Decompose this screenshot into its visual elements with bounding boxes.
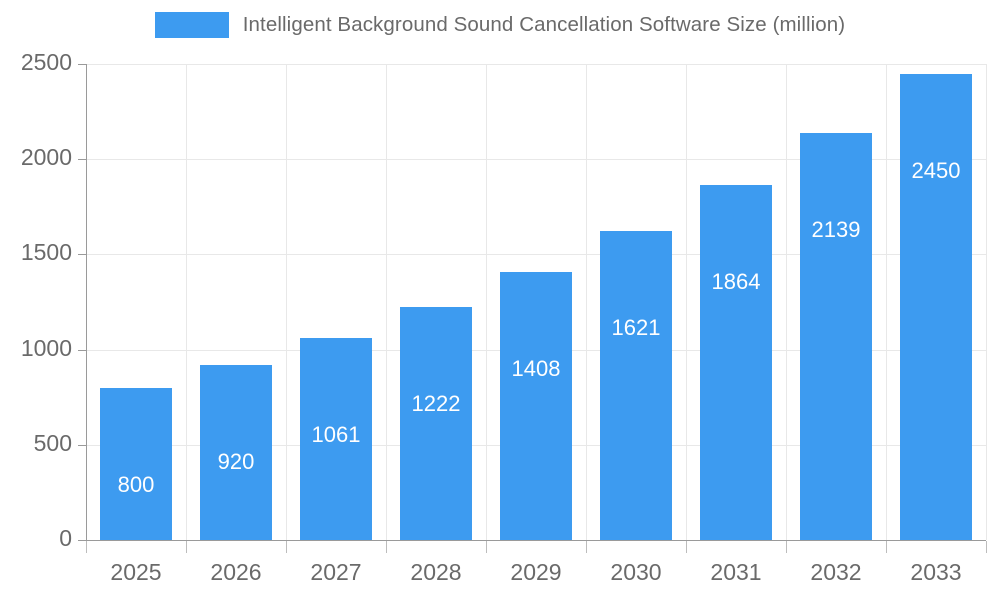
x-axis-tick-label: 2029	[510, 559, 562, 585]
bar-slot: 2450	[886, 64, 986, 540]
bar-value-label: 2139	[811, 216, 861, 242]
gridline-horizontal	[86, 159, 986, 161]
bar-value-label: 800	[117, 471, 155, 497]
bar-slot: 2139	[786, 64, 886, 540]
bar-slot: 1864	[686, 64, 786, 540]
y-axis-tick-mark	[78, 254, 86, 256]
bar[interactable]: 1864	[700, 185, 772, 540]
gridline-vertical	[686, 64, 687, 540]
bar[interactable]: 2450	[900, 73, 972, 540]
x-axis-tick-label: 2025	[110, 559, 162, 585]
chart-legend: Intelligent Background Sound Cancellatio…	[0, 12, 1000, 38]
x-axis-tick-mark	[786, 541, 787, 553]
y-axis-tick-mark	[78, 64, 86, 65]
y-axis-tick-label: 1500	[20, 239, 72, 266]
bar[interactable]: 1222	[400, 307, 472, 540]
x-axis-tick-mark	[986, 541, 987, 553]
bar-slot: 1061	[286, 64, 386, 540]
x-axis-tick-mark	[886, 541, 887, 553]
x-axis-tick-label: 2032	[810, 559, 862, 585]
x-axis-tick-mark	[386, 541, 387, 553]
gridline-horizontal	[86, 64, 986, 65]
bar[interactable]: 920	[200, 364, 272, 540]
x-axis-tick-mark	[286, 541, 287, 553]
x-axis-tick-label: 2028	[410, 559, 462, 585]
x-axis-line	[86, 540, 986, 541]
gridline-vertical	[786, 64, 787, 540]
y-axis-line	[86, 64, 87, 541]
y-axis-tick-label: 2000	[20, 144, 72, 171]
y-axis-tick-mark	[78, 159, 86, 161]
y-axis-tick-label: 2500	[20, 49, 72, 75]
bar-slot: 1408	[486, 64, 586, 540]
bar-slot: 800	[86, 64, 186, 540]
gridline-vertical	[486, 64, 487, 540]
gridline-vertical	[386, 64, 387, 540]
bar-value-label: 2450	[911, 157, 961, 183]
bar-value-label: 1061	[311, 422, 361, 447]
y-axis-tick-label: 1000	[20, 334, 72, 361]
y-axis-tick-label: 500	[33, 429, 72, 456]
y-axis-tick-mark	[78, 349, 86, 351]
x-axis-tick-mark	[486, 541, 487, 553]
x-axis-tick-label: 2033	[910, 559, 962, 585]
gridline-vertical	[986, 64, 987, 540]
bar-slot: 1621	[586, 64, 686, 540]
bar-value-label: 920	[217, 448, 255, 474]
x-axis-tick-mark	[586, 541, 587, 553]
x-axis-tick-label: 2030	[610, 559, 662, 585]
bar[interactable]: 1408	[500, 271, 572, 540]
bar[interactable]: 2139	[800, 132, 872, 540]
gridline-vertical	[586, 64, 587, 540]
gridline-vertical	[286, 64, 287, 540]
x-axis-tick-label: 2026	[210, 559, 262, 585]
y-axis-tick-mark	[78, 540, 86, 541]
x-axis-tick-mark	[186, 541, 187, 553]
gridline-vertical	[886, 64, 887, 540]
gridline-horizontal	[86, 254, 986, 256]
bar-value-label: 1222	[411, 391, 461, 417]
bar[interactable]: 1621	[600, 231, 672, 540]
bar-slot: 920	[186, 64, 286, 540]
bar[interactable]: 1061	[300, 338, 372, 540]
bar-value-label: 1864	[711, 269, 761, 295]
x-axis-tick-label: 2031	[710, 559, 762, 585]
bar-slot: 1222	[386, 64, 486, 540]
y-axis-tick-mark	[78, 444, 86, 446]
x-axis-tick-mark	[86, 541, 87, 553]
gridline-vertical	[186, 64, 187, 540]
legend-label: Intelligent Background Sound Cancellatio…	[242, 13, 846, 36]
x-axis-tick-mark	[686, 541, 687, 553]
plot-area: 800 920 1061 1222 1408 1621 1864 2139 2450	[86, 64, 987, 541]
x-axis-tick-label: 2027	[310, 559, 362, 585]
y-axis-tick-label: 0	[59, 525, 72, 551]
bar-value-label: 1408	[511, 355, 561, 381]
legend-color-swatch-icon	[154, 12, 229, 38]
bar-value-label: 1621	[611, 315, 661, 341]
bar[interactable]: 800	[100, 387, 172, 540]
